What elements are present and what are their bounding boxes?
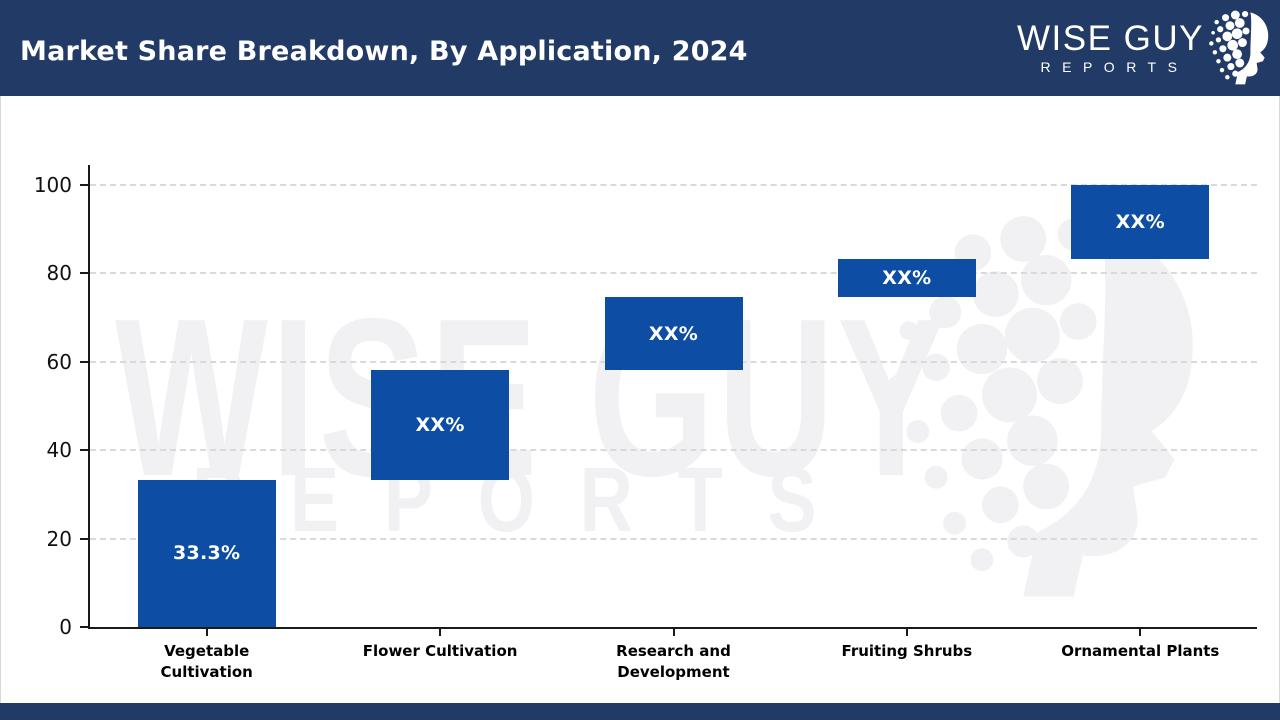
y-axis-tick bbox=[80, 184, 90, 186]
y-axis-tick-label: 20 bbox=[46, 526, 72, 551]
y-axis-tick bbox=[80, 272, 90, 275]
logo-text: WISE GUY REPORTS bbox=[1017, 21, 1204, 74]
x-axis-tick bbox=[205, 627, 208, 636]
y-axis-tick-label: 0 bbox=[59, 615, 72, 639]
header-bar: Market Share Breakdown, By Application, … bbox=[0, 0, 1280, 96]
logo-face-profile-icon bbox=[1209, 10, 1269, 85]
x-axis-category-label: Flower Cultivation bbox=[362, 642, 518, 660]
y-axis-tick-label: 60 bbox=[46, 349, 72, 374]
x-axis-tick bbox=[672, 627, 675, 636]
bar-value-label: XX% bbox=[415, 413, 465, 436]
waterfall-bar: XX% bbox=[604, 297, 743, 371]
y-gridline bbox=[90, 184, 1257, 186]
waterfall-bar: XX% bbox=[371, 370, 510, 480]
logo-wordmark: WISE GUY bbox=[1016, 18, 1204, 58]
footer-bar bbox=[0, 703, 1280, 720]
x-axis-category-label: Research and Development bbox=[616, 642, 731, 681]
bar-value-label: XX% bbox=[648, 322, 699, 345]
x-axis-tick bbox=[439, 627, 442, 636]
bar-value-label: 33.3% bbox=[172, 542, 241, 565]
y-axis-tick-label: 40 bbox=[46, 438, 72, 463]
y-gridline bbox=[90, 537, 1257, 540]
y-axis-tick-label: 80 bbox=[46, 261, 72, 286]
waterfall-bar: XX% bbox=[837, 259, 976, 298]
y-gridline bbox=[90, 272, 1257, 275]
waterfall-bar: XX% bbox=[1071, 185, 1210, 260]
logo-subtext: REPORTS bbox=[1040, 58, 1189, 75]
x-axis-category-label: Fruiting Shrubs bbox=[841, 642, 973, 660]
waterfall-bar: 33.3% bbox=[137, 479, 276, 627]
page-title: Market Share Breakdown, By Application, … bbox=[20, 36, 748, 67]
y-axis-tick bbox=[80, 449, 90, 452]
plot-area: 0 20 40 60 80 100 33.3% Vegetable Cultivation XX… bbox=[34, 165, 1257, 681]
y-gridline bbox=[90, 449, 1257, 452]
x-axis-category-label: Vegetable Cultivation bbox=[160, 642, 253, 681]
wise-guy-reports-logo: WISE GUY REPORTS bbox=[1017, 6, 1270, 88]
bar-value-label: XX% bbox=[1115, 211, 1165, 234]
y-axis-tick bbox=[80, 360, 90, 363]
y-axis-tick bbox=[80, 626, 90, 628]
x-axis-category-label: Ornamental Plants bbox=[1061, 642, 1220, 660]
y-axis-tick-label: 100 bbox=[33, 173, 72, 197]
x-axis-tick bbox=[1139, 627, 1142, 636]
x-axis-tick bbox=[905, 627, 908, 636]
bar-value-label: XX% bbox=[882, 267, 932, 290]
y-axis-tick bbox=[80, 537, 90, 540]
